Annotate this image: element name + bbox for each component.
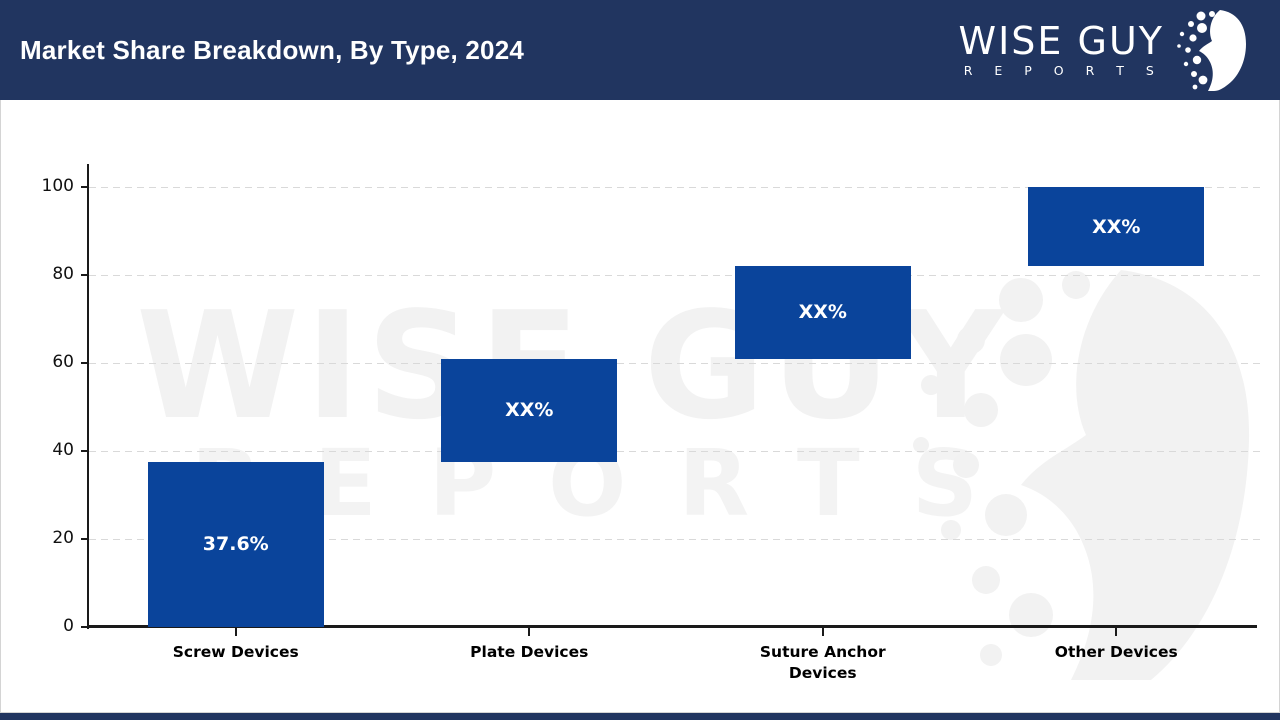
y-tick-40 [81,450,89,452]
page-title: Market Share Breakdown, By Type, 2024 [20,34,525,65]
y-tick-100 [81,186,89,188]
logo-subtitle: R E P O R T S [963,63,1163,79]
gridline-80 [89,275,1263,276]
gridline-20 [89,539,1263,540]
logo-text: WISE GUY R E P O R T S [959,22,1164,78]
x-category-label-other-devices: Other Devices [1054,643,1178,661]
gridline-100 [89,187,1263,188]
wiseguy-logo: WISE GUY R E P O R T S [959,8,1248,92]
y-tick-20 [81,538,89,540]
y-tick-0 [81,626,89,628]
footer-bar [0,713,1280,720]
bar-suture-anchor-devices: XX% [734,266,911,359]
bar-other-devices: XX% [1028,187,1205,267]
x-category-label-screw-devices: Screw Devices [172,643,299,661]
bar-value-label-screw-devices: 37.6% [202,533,269,556]
y-tick-label-0: 0 [63,616,74,636]
x-tick-screw-devices [234,628,237,636]
bar-plate-devices: XX% [441,358,618,462]
bar-value-label-suture-anchor-devices: XX% [798,301,847,324]
plot: 0 20 40 60 80 100 37.6% Screw Devices XX% Plate D… [1,100,1279,712]
x-category-label-suture-anchor-devices: Suture Anchor Devices [759,643,886,682]
bar-value-label-plate-devices: XX% [505,399,554,422]
y-tick-label-80: 80 [52,264,74,284]
y-tick-label-40: 40 [52,440,74,460]
y-tick-label-100: 100 [41,176,74,196]
logo-name: WISE GUY [958,19,1164,64]
gridline-60 [89,363,1263,364]
logo-face-icon [1177,10,1246,91]
x-tick-plate-devices [528,628,531,636]
gridline-40 [89,451,1263,452]
x-tick-other-devices [1115,628,1118,636]
y-tick-60 [81,362,89,364]
y-axis [87,164,89,629]
header: Market Share Breakdown, By Type, 2024 WI… [0,0,1280,100]
bar-value-label-other-devices: XX% [1092,215,1141,238]
bar-screw-devices: 37.6% [147,461,324,627]
y-tick-80 [81,274,89,276]
x-axis [87,625,1257,628]
chart-area: WISE GUY REPORTS 0 20 40 60 80 100 37.6% Screw … [0,100,1280,713]
x-tick-suture-anchor-devices [821,628,824,636]
y-tick-label-20: 20 [52,528,74,548]
y-tick-label-60: 60 [52,352,74,372]
x-category-label-plate-devices: Plate Devices [470,643,589,661]
